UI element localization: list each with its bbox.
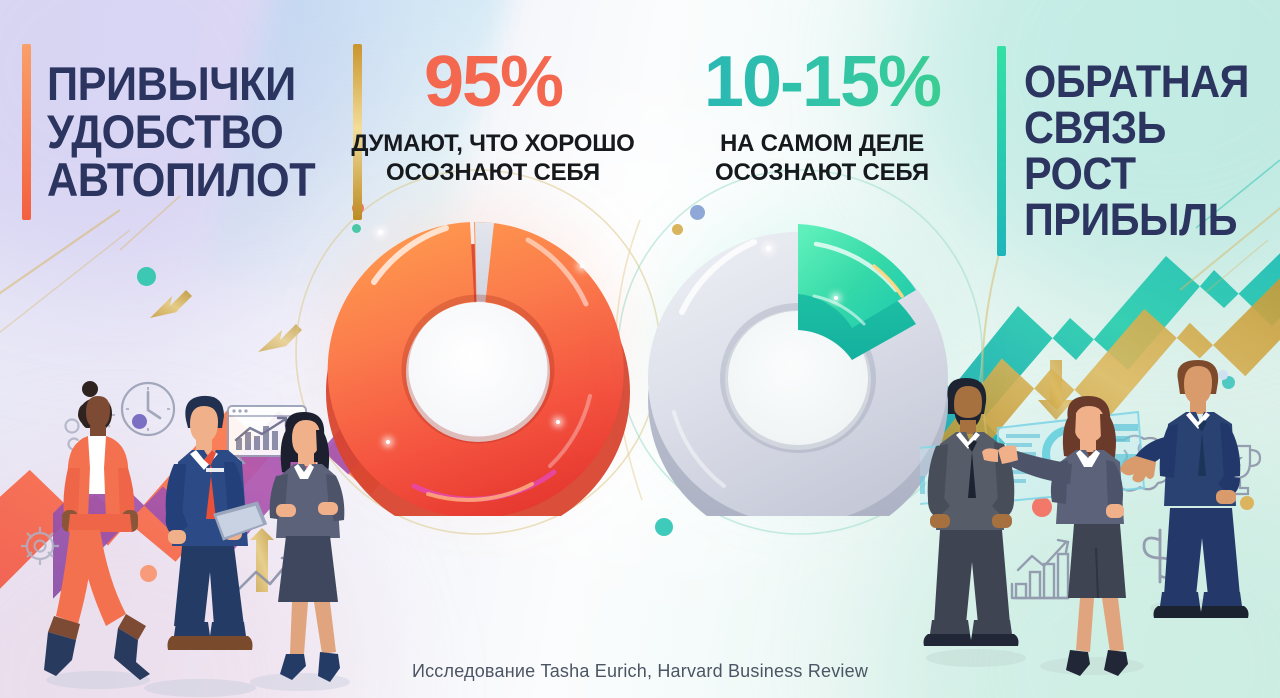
person-blue-suit-tablet — [165, 395, 268, 650]
right-headline-line-1: ОБРАТНАЯ — [1024, 56, 1249, 108]
left-headline-line-3: АВТОПИЛОТ — [47, 152, 316, 206]
right-headline-block: ОБРАТНАЯ СВЯЗЬ РОСТ ПРИБЫЛЬ — [997, 46, 1280, 256]
right-headline-text: ОБРАТНАЯ СВЯЗЬ РОСТ ПРИБЫЛЬ — [1006, 46, 1280, 256]
stat-right-caption-line-2: ОСОЗНАЮТ СЕБЯ — [672, 158, 972, 187]
donut-left-sparkle — [556, 420, 560, 424]
person-navy-suit-gesturing — [1120, 360, 1249, 618]
person-bearded-grey-suit — [923, 378, 1019, 646]
decor-dot — [140, 565, 157, 582]
decor-dot — [672, 224, 683, 235]
donut-left-sparkle — [580, 264, 584, 268]
donut-right-sparkle — [834, 296, 838, 300]
right-headline-line-3: РОСТ — [1024, 148, 1136, 199]
donut-left-svg — [326, 221, 630, 516]
person-woman-pointing-hologram — [982, 396, 1128, 676]
left-headline-line-1: ПРИВЫЧКИ — [47, 57, 296, 111]
bar-chart-icon — [1010, 538, 1070, 600]
stat-right-value: 10-15% — [672, 46, 972, 118]
stat-left-value: 95% — [423, 42, 564, 122]
right-headline-line-2: СВЯЗЬ — [1024, 102, 1166, 154]
decor-dot — [690, 205, 705, 220]
donut-chart-10-15 — [612, 160, 984, 542]
decor-dot — [352, 224, 361, 233]
stat-left-caption-line-1: ДУМАЮТ, ЧТО ХОРОШО — [351, 130, 635, 157]
left-headline-gold-bar — [352, 44, 362, 220]
stat-left-caption: ДУМАЮТ, ЧТО ХОРОШО ОСОЗНАЮТ СЕБЯ — [318, 129, 668, 188]
left-headline-block: ПРИВЫЧКИ УДОБСТВО АВТОПИЛОТ — [22, 44, 362, 220]
right-people-illustration — [920, 360, 1262, 676]
decor-dot — [1240, 496, 1254, 510]
person-grey-suit-crossed-arms — [269, 412, 345, 682]
decor-dot — [137, 267, 156, 286]
clock-icon — [120, 381, 176, 437]
right-headline-accent-bar — [997, 46, 1006, 256]
donut-left-sparkle — [386, 440, 390, 444]
decor-dot — [1218, 370, 1228, 380]
left-headline-text: ПРИВЫЧКИ УДОБСТВО АВТОПИЛОТ — [31, 44, 353, 220]
stat-right-caption: НА САМОМ ДЕЛЕ ОСОЗНАЮТ СЕБЯ — [672, 129, 972, 188]
left-headline-accent-bar — [22, 44, 31, 220]
person-coral-suit — [44, 381, 150, 680]
decor-dot — [1032, 497, 1052, 517]
gear-icon — [21, 527, 59, 565]
right-headline-line-4: ПРИБЫЛЬ — [1024, 193, 1238, 245]
left-headline-line-2: УДОБСТВО — [47, 105, 284, 159]
donut-right-svg — [648, 224, 948, 516]
donut-left-sparkle — [378, 230, 383, 235]
left-people-illustration — [21, 381, 350, 697]
stat-right-caption-line-1: НА САМОМ ДЕЛЕ — [719, 130, 925, 157]
donut-right-sparkle — [766, 246, 771, 251]
stat-left-caption-line-2: ОСОЗНАЮТ СЕБЯ — [318, 158, 668, 187]
donut-chart-95 — [292, 160, 664, 542]
source-footer: Исследование Tasha Eurich, Harvard Busin… — [411, 661, 869, 681]
stat-right-block: 10-15% НА САМОМ ДЕЛЕ ОСОЗНАЮТ СЕБЯ — [672, 46, 972, 188]
decor-dot — [132, 414, 147, 429]
stat-left-block: 95% ДУМАЮТ, ЧТО ХОРОШО ОСОЗНАЮТ СЕБЯ — [318, 46, 668, 188]
decor-dot — [655, 518, 673, 536]
